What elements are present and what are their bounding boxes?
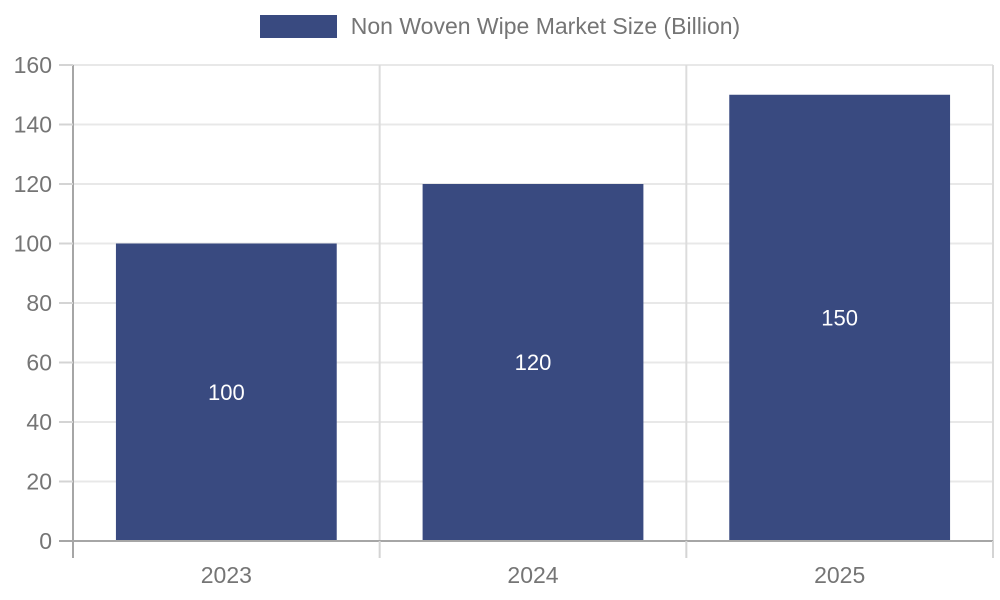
bar-value-label: 100 — [208, 380, 245, 405]
y-tick-label: 40 — [26, 409, 52, 435]
y-tick-label: 60 — [26, 350, 52, 376]
bar-value-label: 120 — [515, 350, 552, 375]
x-tick-label: 2025 — [814, 562, 865, 588]
bar-value-label: 150 — [821, 305, 858, 330]
y-tick-label: 120 — [14, 171, 52, 197]
y-tick-label: 160 — [14, 52, 52, 78]
y-tick-label: 80 — [26, 290, 52, 316]
x-tick-label: 2023 — [201, 562, 252, 588]
bar-2024 — [422, 184, 644, 541]
bar-2025 — [729, 94, 951, 541]
legend-item[interactable]: Non Woven Wipe Market Size (Billion) — [0, 15, 1000, 38]
y-tick-label: 20 — [26, 469, 52, 495]
bar-2023 — [115, 243, 337, 541]
legend-swatch — [259, 15, 337, 38]
y-tick-label: 140 — [14, 112, 52, 138]
y-tick-label: 100 — [14, 231, 52, 257]
legend-label: Non Woven Wipe Market Size (Billion) — [350, 13, 741, 39]
x-tick-label: 2024 — [507, 562, 558, 588]
y-tick-label: 0 — [39, 528, 52, 554]
